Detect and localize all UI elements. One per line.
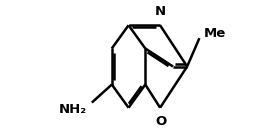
- Text: Me: Me: [203, 27, 225, 40]
- Text: NH₂: NH₂: [59, 103, 87, 115]
- Text: N: N: [155, 5, 166, 18]
- Text: O: O: [155, 115, 166, 128]
